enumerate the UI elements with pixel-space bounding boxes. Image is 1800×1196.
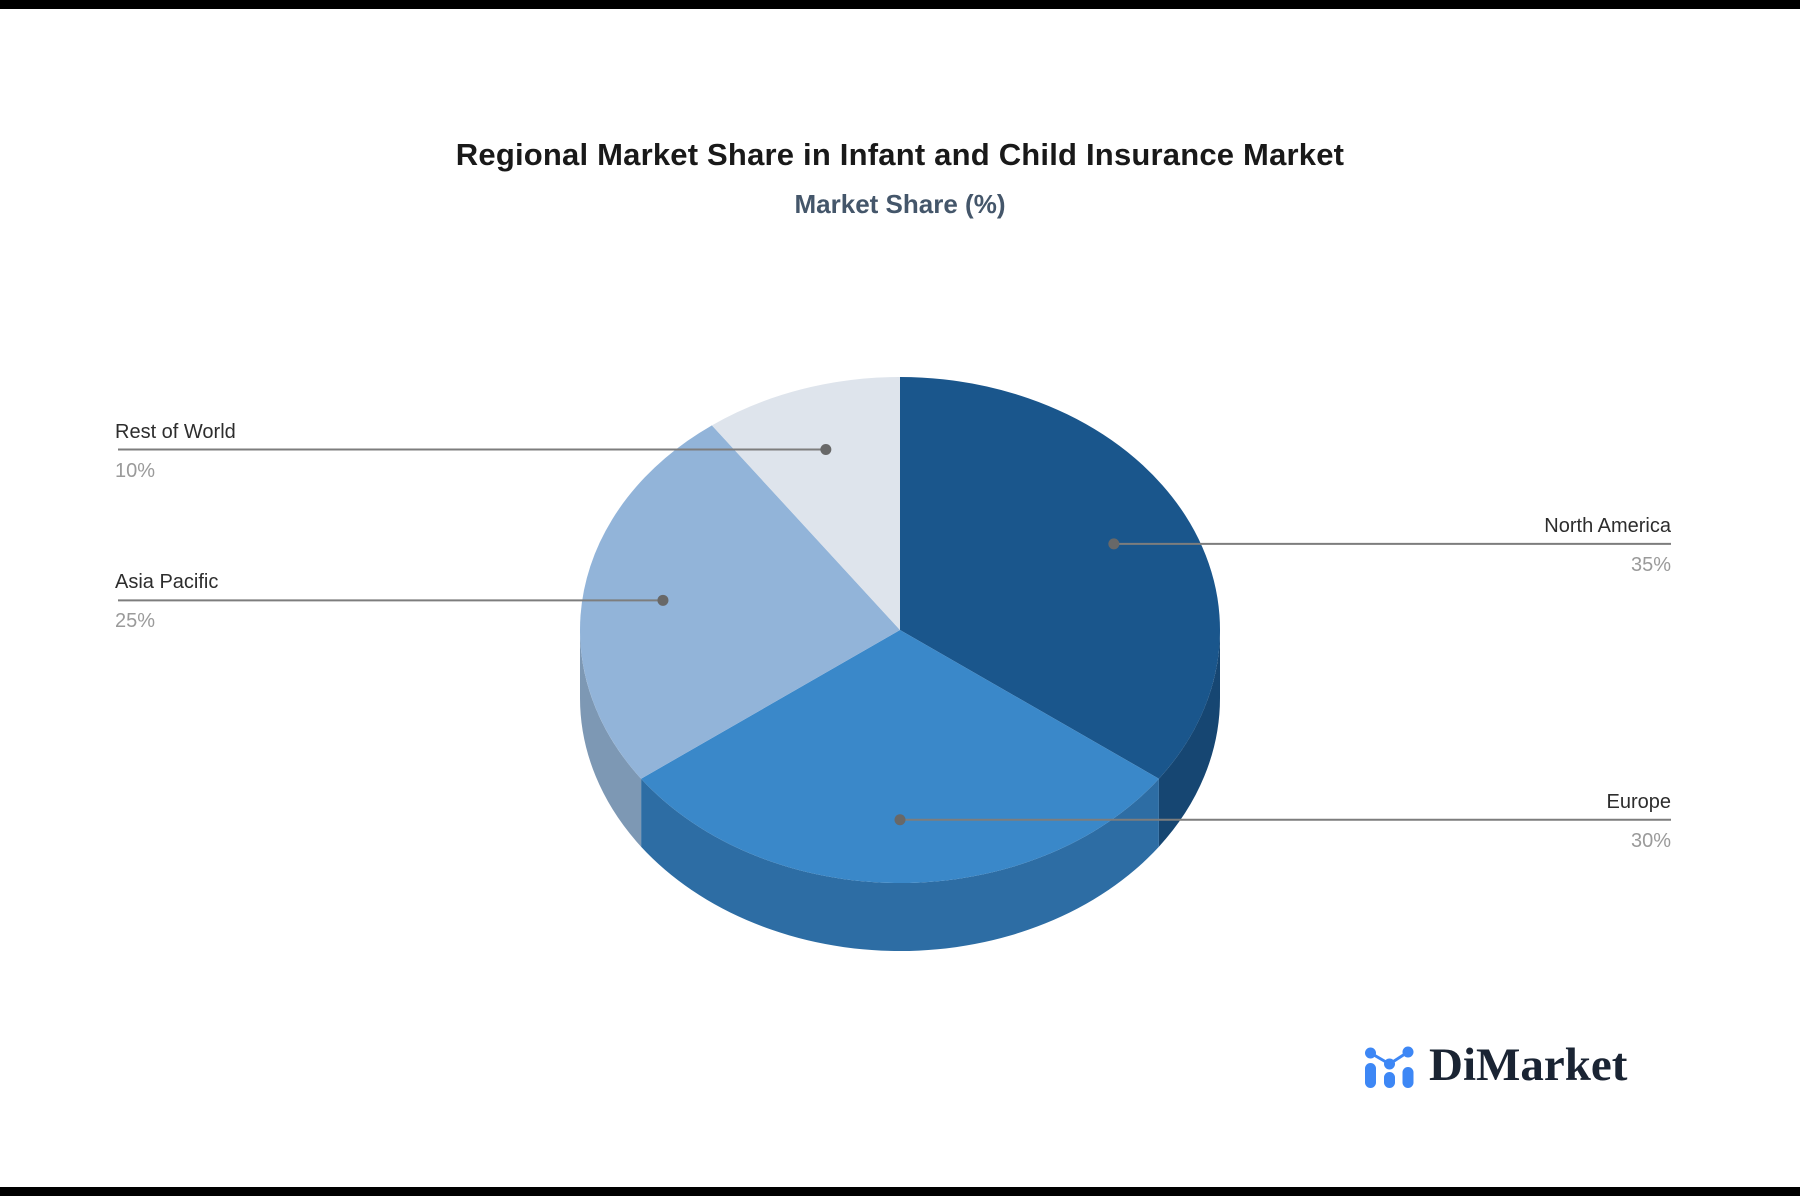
pie-slice-side-north-america — [1158, 630, 1220, 847]
logo-text: DiMarket — [1429, 1039, 1628, 1091]
letterbox-top-bar — [0, 0, 1800, 9]
slice-label-north-america: North America — [1544, 514, 1671, 537]
pie-leader-lines — [118, 444, 1671, 826]
pie-slice-side-asia-pacific — [580, 630, 642, 847]
slice-value-asia-pacific: 25% — [115, 610, 156, 633]
slice-label-europe: Europe — [1606, 790, 1672, 813]
pie-slice-north-america[interactable] — [900, 377, 1221, 779]
pie-slice-rest-of-world[interactable] — [711, 377, 900, 630]
chart-subtitle: Market Share (%) — [794, 189, 1006, 219]
bar-chart-with-dots-icon — [1365, 1046, 1414, 1088]
leader-dot — [657, 594, 669, 606]
pie-top-slices — [579, 377, 1221, 884]
dimarket-logo: DiMarket — [1363, 1040, 1627, 1090]
letterbox-bottom-bar — [0, 1187, 1800, 1196]
leader-dot — [894, 814, 906, 826]
leader-dot — [1108, 538, 1120, 550]
slice-value-rest-of-world: 10% — [115, 459, 156, 482]
leader-dot — [820, 444, 832, 456]
slice-value-europe: 30% — [1630, 829, 1671, 852]
pie-side-walls — [580, 630, 1220, 952]
slice-label-rest-of-world: Rest of World — [115, 420, 236, 443]
pie-slice-asia-pacific[interactable] — [579, 425, 900, 779]
slice-value-north-america: 35% — [1630, 553, 1671, 576]
chart-title: Regional Market Share in Infant and Chil… — [455, 137, 1345, 172]
slice-label-asia-pacific: Asia Pacific — [115, 571, 219, 594]
pie-slice-side-europe — [641, 778, 1159, 952]
